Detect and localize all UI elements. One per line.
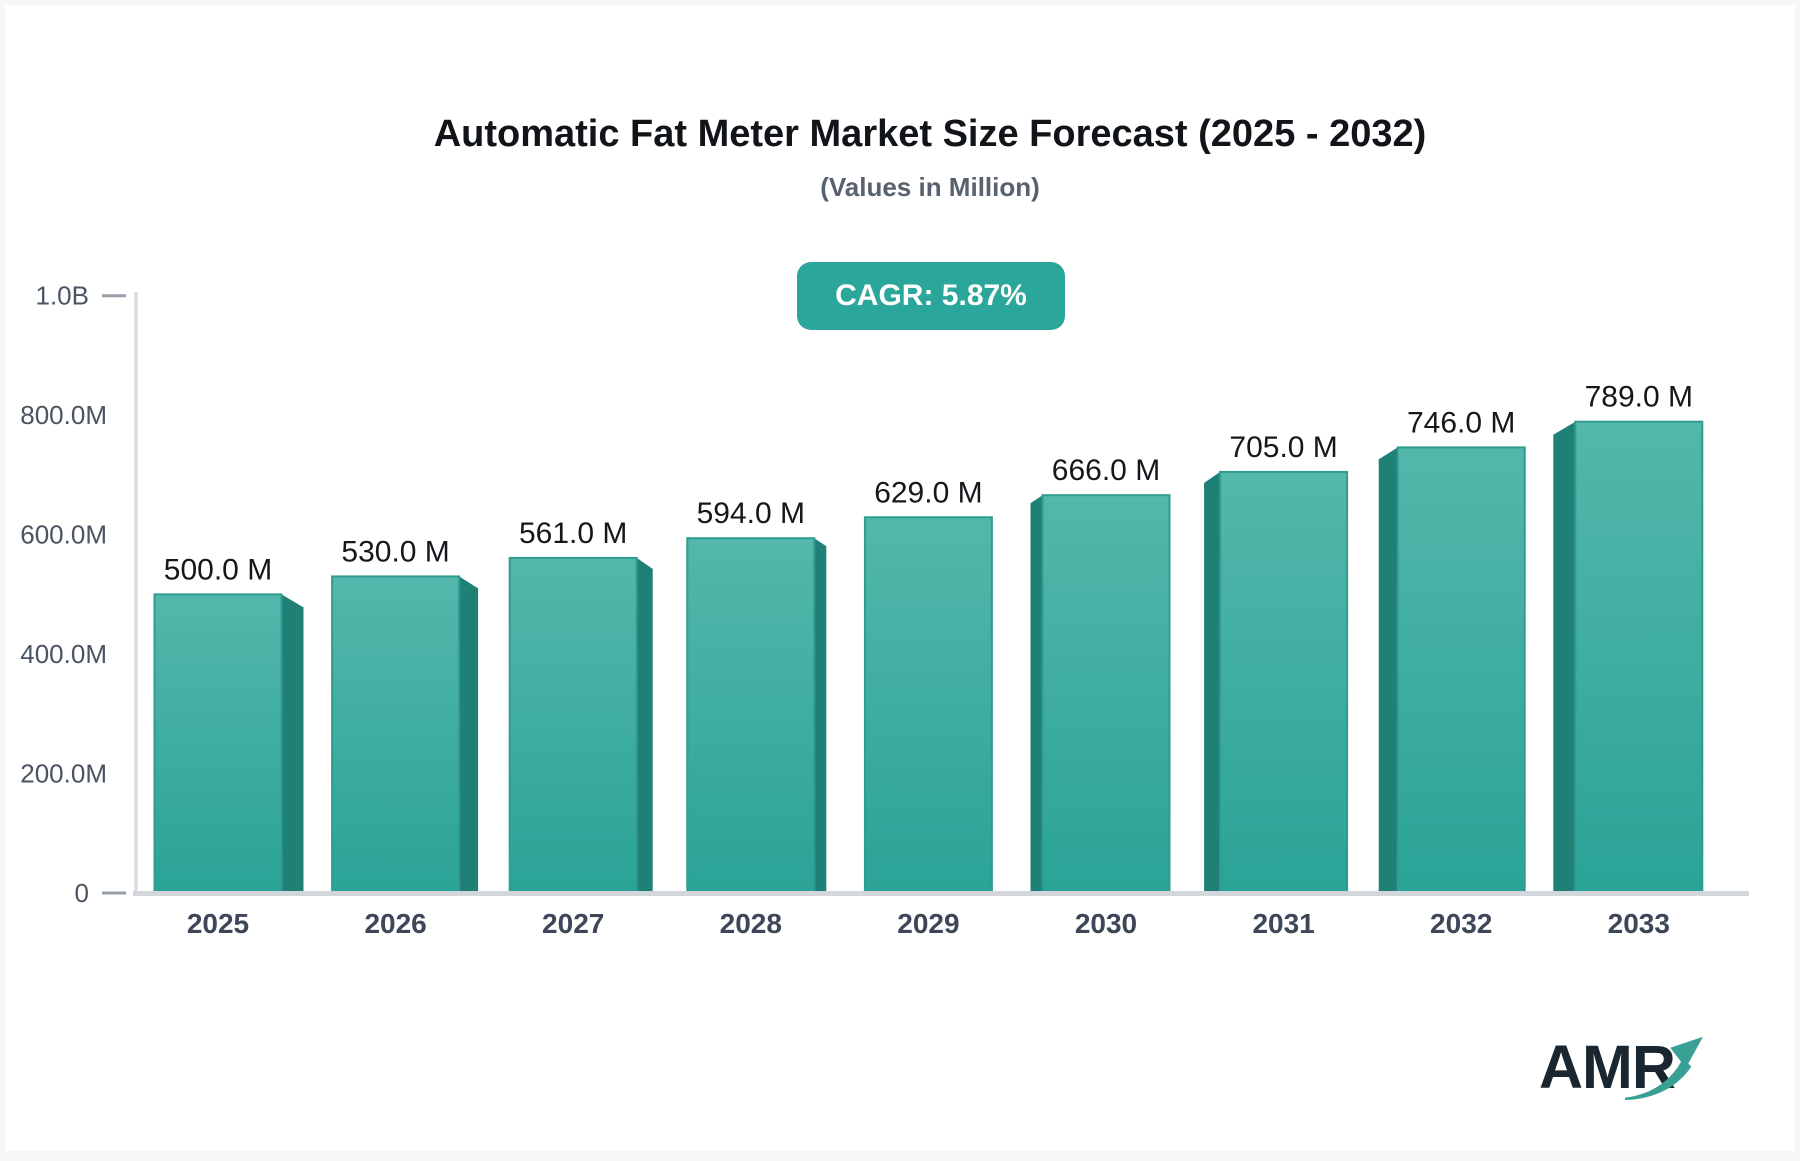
bar-2026 [331,575,461,895]
bar-side-2028 [814,538,827,893]
bar-value-label-2029: 629.0 M [874,476,982,509]
y-axis-label: 0 [75,878,89,908]
card: Automatic Fat Meter Market Size Forecast… [5,5,1795,1151]
bar-group-2028: 594.0 M 2028 [686,497,827,939]
bar-group-2025: 500.0 M 2025 [153,553,304,939]
bar-value-label-2027: 561.0 M [519,517,627,550]
cagr-badge-label: CAGR: 5.87% [835,279,1027,312]
bar-2028 [686,537,816,894]
bar-group-2031: 705.0 M 2031 [1204,431,1349,939]
bar-value-label-2028: 594.0 M [697,497,805,530]
bar-side-2032 [1378,447,1398,893]
x-axis-label-2033: 2033 [1608,908,1670,939]
bar-value-label-2032: 746.0 M [1407,406,1515,439]
growth-arrow-icon [1625,1036,1703,1100]
bar-value-label-2025: 500.0 M [164,553,272,586]
bar-value-label-2031: 705.0 M [1229,431,1337,464]
bar-group-2026: 530.0 M 2026 [331,535,479,939]
x-axis-label-2027: 2027 [542,908,604,939]
bar-2033 [1574,420,1704,894]
bar-side-2031 [1204,471,1221,893]
bar-group-2030: 666.0 M 2030 [1030,454,1171,939]
x-axis-label-2026: 2026 [364,908,426,939]
bar-value-label-2030: 666.0 M [1052,454,1160,487]
x-axis-label-2031: 2031 [1252,908,1314,939]
x-axis-label-2029: 2029 [897,908,959,939]
x-axis-label-2030: 2030 [1075,908,1137,939]
bar-side-2030 [1030,495,1043,893]
bar-side-2027 [636,557,653,893]
x-axis-label-2025: 2025 [187,908,249,939]
bar-side-2025 [281,594,304,893]
bar-group-2029: 629.0 M 2029 [863,476,993,939]
y-axis-label: 200.0M [20,759,107,789]
cagr-badge-row: CAGR: 5.87% [67,262,1795,330]
y-axis-label: 400.0M [20,639,107,669]
chart-header: Automatic Fat Meter Market Size Forecast… [65,113,1795,204]
cagr-badge: CAGR: 5.87% [797,262,1065,330]
market-size-bar-chart: 0 200.0M 400.0M 600.0M 800.0M 1.0B 500.0 M 2025… [20,281,1749,939]
bar-2029 [863,516,993,894]
y-axis-label: 1.0B [36,281,90,311]
bar-side-2033 [1553,421,1576,893]
x-axis-line [133,891,1749,896]
bar-value-label-2026: 530.0 M [341,535,449,568]
x-axis-label-2028: 2028 [720,908,782,939]
y-axis-label: 600.0M [20,520,107,550]
page-title: Automatic Fat Meter Market Size Forecast… [433,113,1427,155]
bar-2025 [153,593,283,894]
y-axis-label: 800.0M [20,400,107,430]
bar-2030 [1041,494,1171,894]
amr-logo: AMR [1539,1031,1729,1126]
x-axis-label-2032: 2032 [1430,908,1492,939]
bar-group-2027: 561.0 M 2027 [508,517,653,939]
bar-group-2032: 746.0 M 2032 [1378,406,1526,939]
bar-value-label-2033: 789.0 M [1585,381,1693,414]
bar-side-2026 [459,576,479,893]
bar-2032 [1396,446,1526,894]
page-subtitle: (Values in Million) [820,171,1040,202]
bar-2027 [508,556,638,894]
bar-2031 [1219,470,1349,894]
bar-group-2033: 789.0 M 2033 [1553,381,1704,939]
